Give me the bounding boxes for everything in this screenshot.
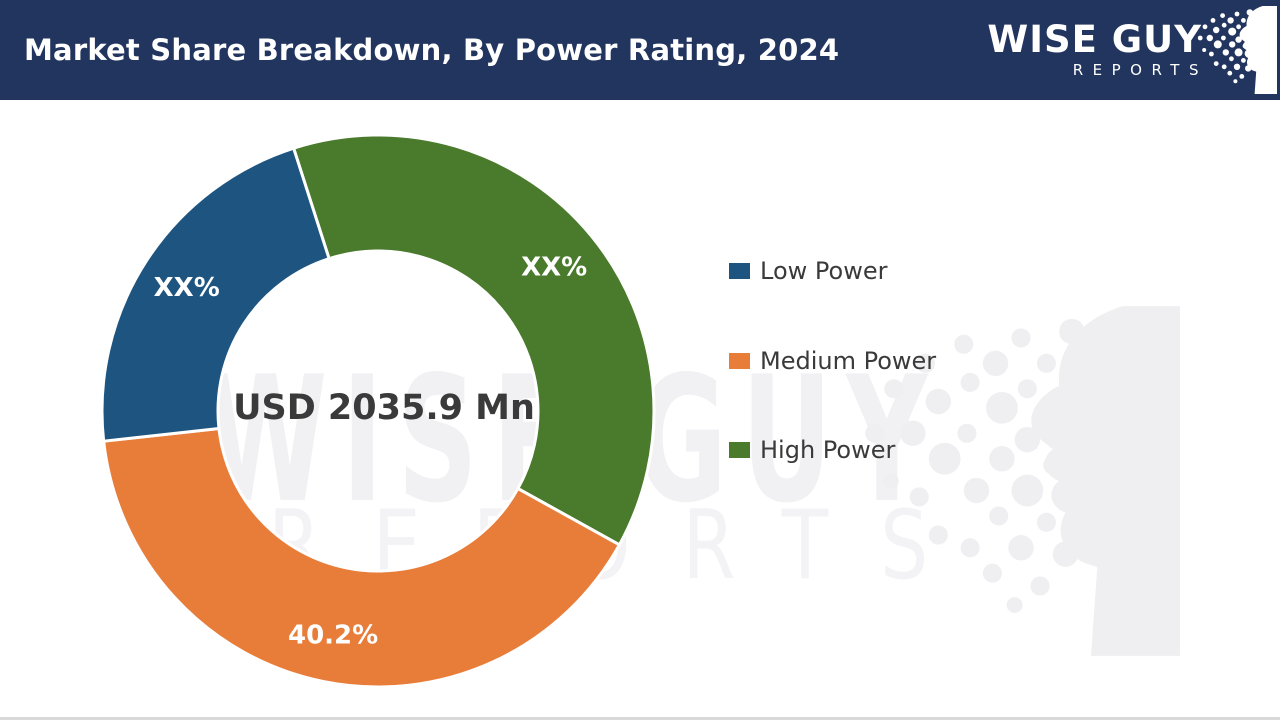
dotted-head-logo-icon (1197, 6, 1277, 94)
brand-logo-text: WISE GUY REPORTS (987, 18, 1202, 79)
page-title: Market Share Breakdown, By Power Rating,… (24, 33, 840, 67)
legend-swatch-low-power (729, 263, 750, 279)
donut-chart: XX% 40.2% XX% (100, 133, 656, 689)
legend-label-low-power: Low Power (760, 257, 888, 285)
segment-label-low-power: XX% (154, 273, 220, 303)
donut-segment-medium-power (102, 427, 621, 689)
segment-label-high-power: XX% (521, 252, 587, 282)
legend-item-medium-power: Medium Power (729, 348, 936, 374)
legend-label-medium-power: Medium Power (760, 347, 937, 375)
segment-label-medium-power: 40.2% (288, 621, 378, 651)
donut-segment-low-power (100, 146, 331, 443)
legend-swatch-medium-power (729, 353, 750, 369)
bottom-divider (0, 717, 1280, 720)
brand-subtitle: REPORTS (1072, 60, 1208, 79)
brand-name: WISE GUY (987, 18, 1202, 62)
legend-swatch-high-power (729, 442, 750, 458)
brand-logo: WISE GUY REPORTS (987, 0, 1280, 100)
donut-center-value: USD 2035.9 Mn (233, 388, 535, 428)
legend-item-high-power: High Power (729, 437, 895, 463)
watermark-head-icon (865, 306, 1180, 656)
header-bar: Market Share Breakdown, By Power Rating,… (0, 0, 1280, 100)
donut-segment-high-power (292, 133, 656, 547)
legend-item-low-power: Low Power (729, 258, 887, 284)
legend-label-high-power: High Power (760, 436, 896, 464)
